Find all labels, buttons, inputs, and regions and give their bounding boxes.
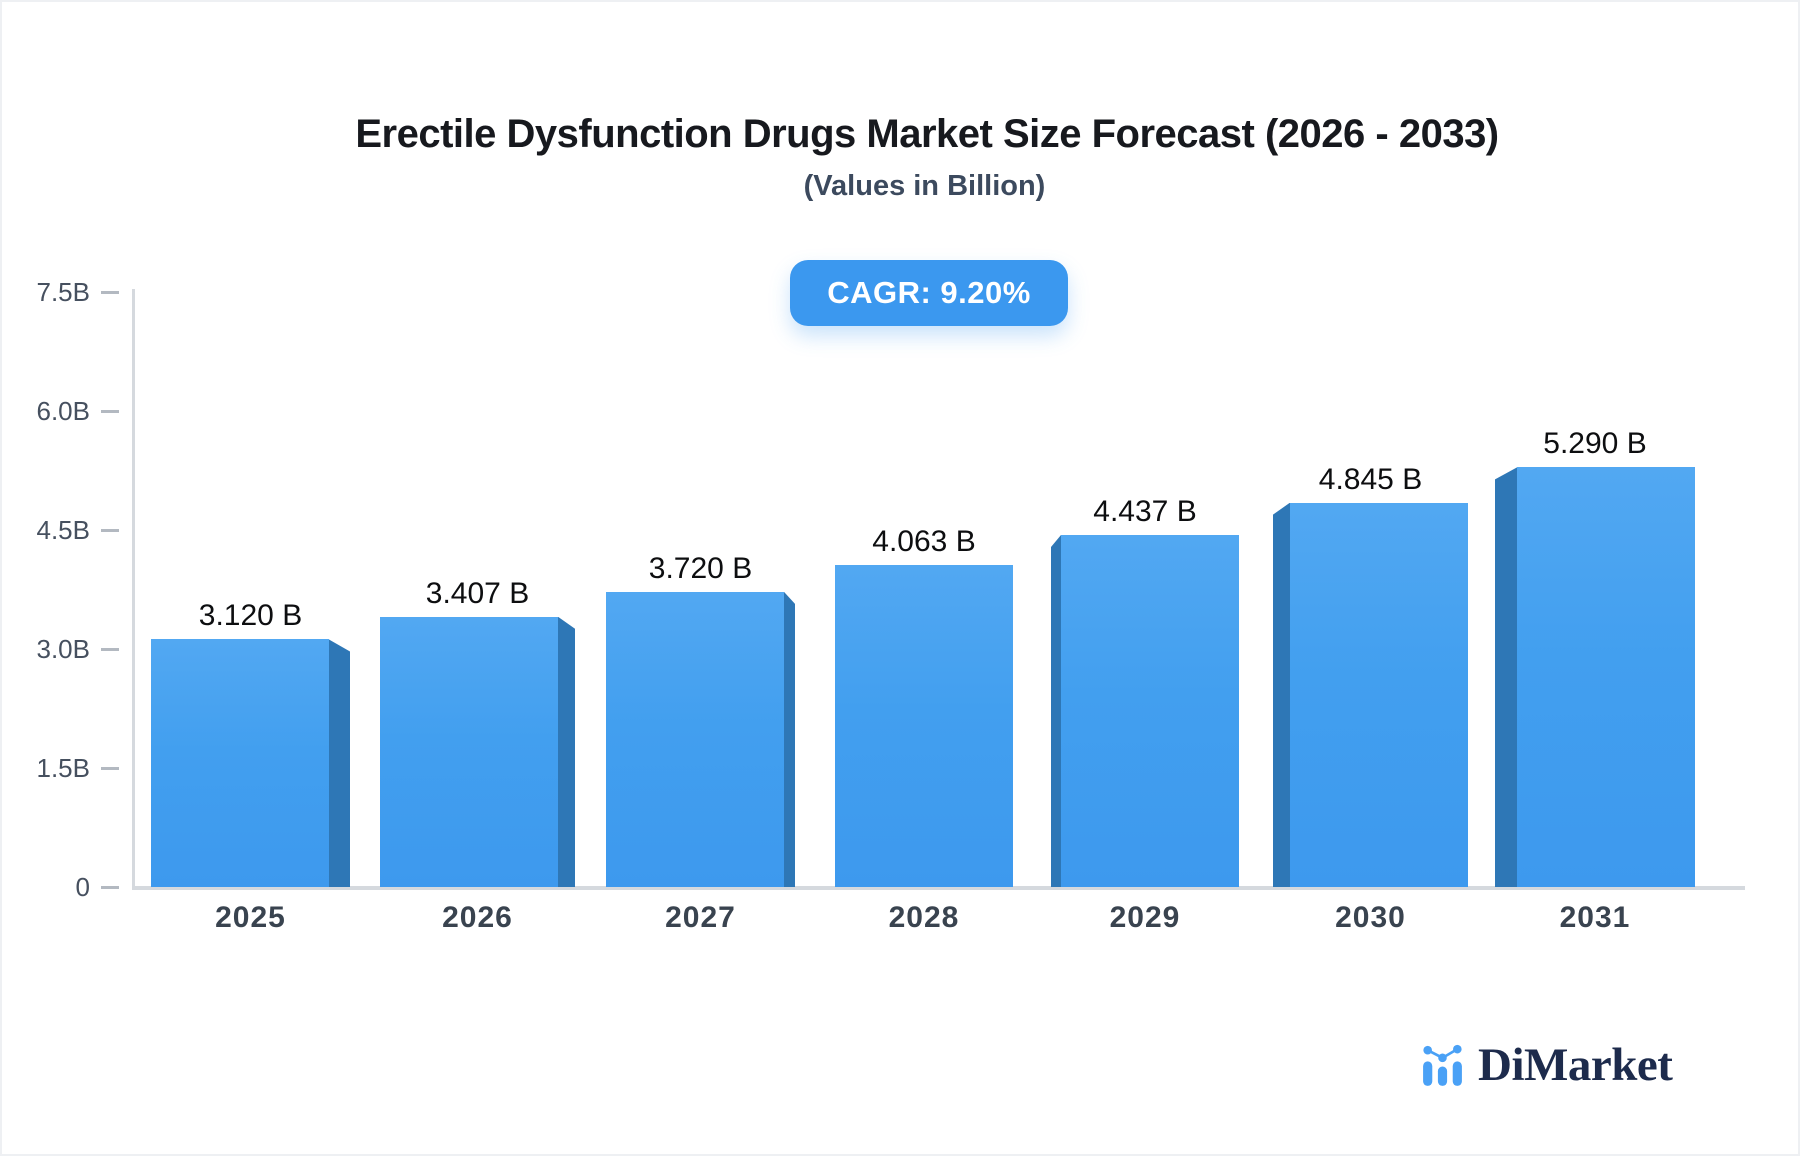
bar-3d-side <box>1051 534 1061 887</box>
bar-2031 <box>1517 467 1695 887</box>
bar-2027 <box>606 591 784 887</box>
y-axis-line <box>132 289 135 890</box>
chart-subtitle: (Values in Billion) <box>803 170 1046 202</box>
x-axis-line <box>132 886 1745 890</box>
y-axis-tick-mark <box>101 528 119 532</box>
bar-3d-side <box>1495 467 1517 887</box>
y-axis-tick-label: 4.5B <box>36 515 91 545</box>
y-axis-tick-mark <box>101 885 119 889</box>
y-axis-tick-mark <box>101 647 119 651</box>
y-axis-tick-label: 3.0B <box>36 634 91 664</box>
y-axis-tick-label: 7.5B <box>36 277 91 307</box>
bar-2028 <box>835 564 1013 887</box>
bar-value-label: 3.720 B <box>648 551 753 585</box>
bar-2029 <box>1061 534 1239 887</box>
x-axis-label: 2027 <box>665 901 736 934</box>
x-axis-label: 2030 <box>1335 901 1406 934</box>
bar-3d-side <box>784 591 795 887</box>
cagr-badge: CAGR: 9.20% <box>790 260 1068 326</box>
bar-value-label: 3.407 B <box>425 576 530 610</box>
bar-value-label: 4.845 B <box>1318 462 1423 496</box>
y-axis-tick-label: 0 <box>75 872 90 902</box>
y-axis-tick-label: 6.0B <box>36 396 91 426</box>
y-axis-tick-mark <box>101 766 119 770</box>
bar-2026 <box>380 616 558 887</box>
bar-2025 <box>151 639 329 887</box>
bar-value-label: 4.063 B <box>872 524 976 558</box>
bar-chart-trend-icon <box>1423 1044 1462 1086</box>
x-axis-label: 2028 <box>888 901 960 934</box>
bar-value-label: 5.290 B <box>1543 427 1647 461</box>
bar-3d-side <box>558 616 575 887</box>
brand-logo-text: DiMarket <box>1478 1039 1673 1091</box>
x-axis-label: 2026 <box>442 901 513 934</box>
x-axis-label: 2031 <box>1559 901 1631 934</box>
y-axis-tick-label: 1.5B <box>36 753 91 783</box>
bar-2030 <box>1290 502 1468 887</box>
x-axis-label: 2025 <box>215 901 286 934</box>
x-axis-label: 2029 <box>1109 901 1181 934</box>
bar-3d-side <box>329 639 350 887</box>
brand-logo: DiMarket <box>1420 1038 1673 1092</box>
bar-3d-side <box>1273 502 1290 887</box>
y-axis-tick-mark <box>101 409 119 413</box>
chart-title: Erectile Dysfunction Drugs Market Size F… <box>355 112 1499 156</box>
bar-value-label: 3.120 B <box>198 599 303 633</box>
y-axis-tick-mark <box>101 290 119 294</box>
bar-value-label: 4.437 B <box>1093 494 1197 528</box>
